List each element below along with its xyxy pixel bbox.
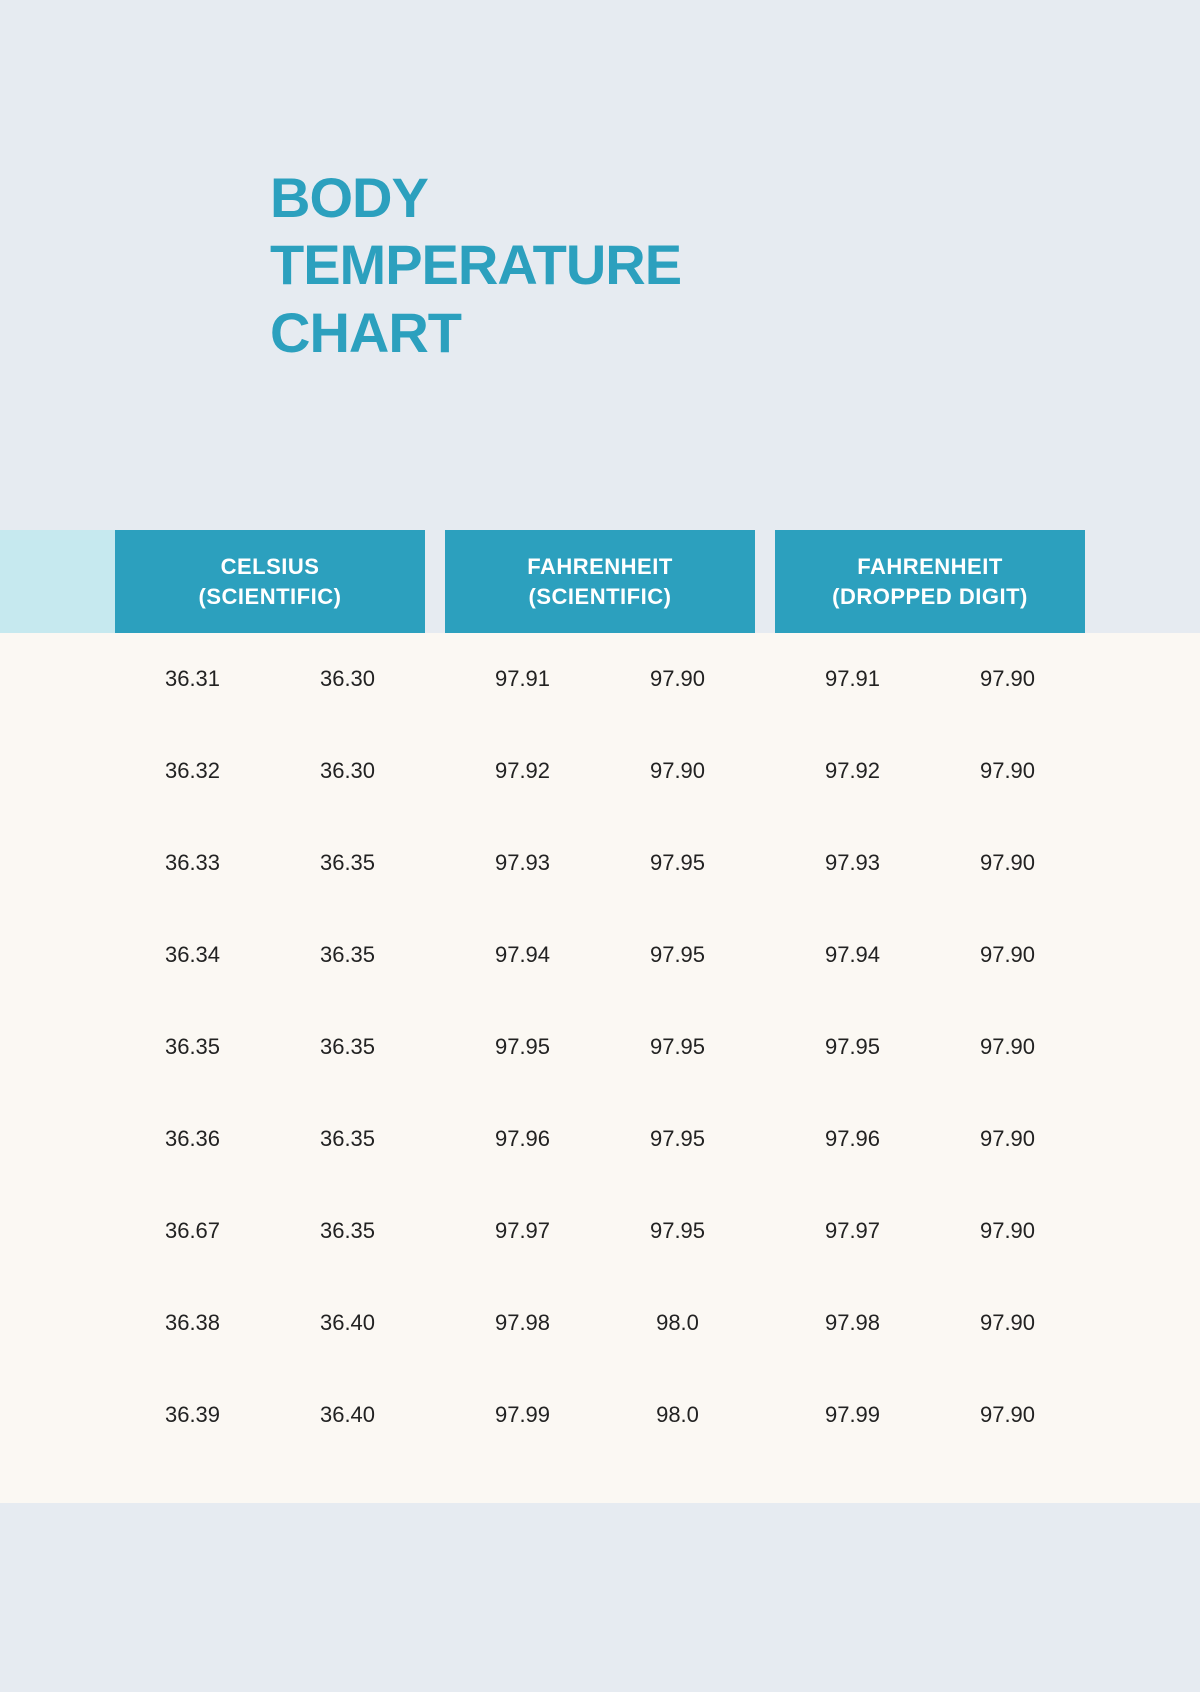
column: FAHRENHEIT(DROPPED DIGIT)97.9197.9297.93…: [775, 530, 1085, 1461]
table-cell: 97.93: [445, 817, 600, 909]
table-cell: 36.67: [115, 1185, 270, 1277]
subcolumn: 97.9197.9297.9397.9497.9597.9697.9797.98…: [775, 633, 930, 1461]
table-cell: 97.90: [930, 1369, 1085, 1461]
column-body: 97.9197.9297.9397.9497.9597.9697.9797.98…: [775, 633, 1085, 1461]
table-cell: 36.34: [115, 909, 270, 1001]
column: FAHRENHEIT(SCIENTIFIC)97.9197.9297.9397.…: [445, 530, 755, 1461]
subcolumn: 97.9097.9097.9597.9597.9597.9597.9598.09…: [600, 633, 755, 1461]
table-cell: 97.90: [930, 909, 1085, 1001]
table-cell: 97.91: [445, 633, 600, 725]
column-header: FAHRENHEIT(SCIENTIFIC): [445, 530, 755, 633]
table-cell: 36.35: [270, 1001, 425, 1093]
table-cell: 97.99: [775, 1369, 930, 1461]
subcolumn: 97.9197.9297.9397.9497.9597.9697.9797.98…: [445, 633, 600, 1461]
table-cell: 97.97: [445, 1185, 600, 1277]
table-cell: 36.35: [270, 1093, 425, 1185]
subcolumn: 97.9097.9097.9097.9097.9097.9097.9097.90…: [930, 633, 1085, 1461]
column-body: 97.9197.9297.9397.9497.9597.9697.9797.98…: [445, 633, 755, 1461]
table-cell: 97.96: [445, 1093, 600, 1185]
table-cell: 97.94: [445, 909, 600, 1001]
table-cell: 36.32: [115, 725, 270, 817]
table-cell: 36.38: [115, 1277, 270, 1369]
table-cell: 97.97: [775, 1185, 930, 1277]
table-cell: 97.99: [445, 1369, 600, 1461]
column-header: FAHRENHEIT(DROPPED DIGIT): [775, 530, 1085, 633]
table-cell: 36.35: [270, 1185, 425, 1277]
table-cell: 97.90: [930, 1001, 1085, 1093]
table-cell: 36.40: [270, 1369, 425, 1461]
columns: CELSIUS(SCIENTIFIC)36.3136.3236.3336.343…: [115, 530, 1085, 1461]
table-cell: 36.40: [270, 1277, 425, 1369]
column-header-line2: (SCIENTIFIC): [455, 582, 745, 612]
column-body: 36.3136.3236.3336.3436.3536.3636.6736.38…: [115, 633, 425, 1461]
table-cell: 97.93: [775, 817, 930, 909]
column-header-line1: CELSIUS: [125, 552, 415, 582]
table-cell: 36.31: [115, 633, 270, 725]
subcolumn: 36.3136.3236.3336.3436.3536.3636.6736.38…: [115, 633, 270, 1461]
subcolumn: 36.3036.3036.3536.3536.3536.3536.3536.40…: [270, 633, 425, 1461]
table-cell: 97.90: [930, 817, 1085, 909]
table-cell: 36.30: [270, 725, 425, 817]
header-section: BODY TEMPERATURE CHART: [0, 0, 1200, 530]
table-cell: 97.95: [775, 1001, 930, 1093]
page: BODY TEMPERATURE CHART CELSIUS(SCIENTIFI…: [0, 0, 1200, 1692]
column-header: CELSIUS(SCIENTIFIC): [115, 530, 425, 633]
table-cell: 97.95: [445, 1001, 600, 1093]
table-cell: 97.98: [775, 1277, 930, 1369]
table-cell: 97.94: [775, 909, 930, 1001]
table-cell: 97.90: [930, 1093, 1085, 1185]
table-cell: 97.90: [600, 633, 755, 725]
table-cell: 98.0: [600, 1369, 755, 1461]
column-header-line2: (DROPPED DIGIT): [785, 582, 1075, 612]
page-title: BODY TEMPERATURE CHART: [270, 164, 681, 366]
table-cell: 97.95: [600, 1185, 755, 1277]
table-cell: 36.36: [115, 1093, 270, 1185]
table-cell: 97.90: [930, 1277, 1085, 1369]
column-header-line1: FAHRENHEIT: [785, 552, 1075, 582]
table-cell: 36.35: [270, 817, 425, 909]
table-cell: 97.95: [600, 1093, 755, 1185]
table-cell: 36.33: [115, 817, 270, 909]
table-cell: 36.35: [270, 909, 425, 1001]
table-cell: 98.0: [600, 1277, 755, 1369]
table-cell: 97.92: [775, 725, 930, 817]
table-cell: 97.90: [930, 725, 1085, 817]
table-cell: 97.95: [600, 817, 755, 909]
column-header-line1: FAHRENHEIT: [455, 552, 745, 582]
table-cell: 97.92: [445, 725, 600, 817]
table-cell: 97.95: [600, 909, 755, 1001]
table-cell: 97.90: [930, 633, 1085, 725]
table-cell: 97.95: [600, 1001, 755, 1093]
table-cell: 97.96: [775, 1093, 930, 1185]
table-cell: 97.91: [775, 633, 930, 725]
column: CELSIUS(SCIENTIFIC)36.3136.3236.3336.343…: [115, 530, 425, 1461]
table-wrap: CELSIUS(SCIENTIFIC)36.3136.3236.3336.343…: [0, 530, 1200, 1692]
table-cell: 97.90: [930, 1185, 1085, 1277]
table-cell: 97.98: [445, 1277, 600, 1369]
column-header-line2: (SCIENTIFIC): [125, 582, 415, 612]
table-cell: 36.30: [270, 633, 425, 725]
table-cell: 36.35: [115, 1001, 270, 1093]
table-cell: 36.39: [115, 1369, 270, 1461]
table-cell: 97.90: [600, 725, 755, 817]
